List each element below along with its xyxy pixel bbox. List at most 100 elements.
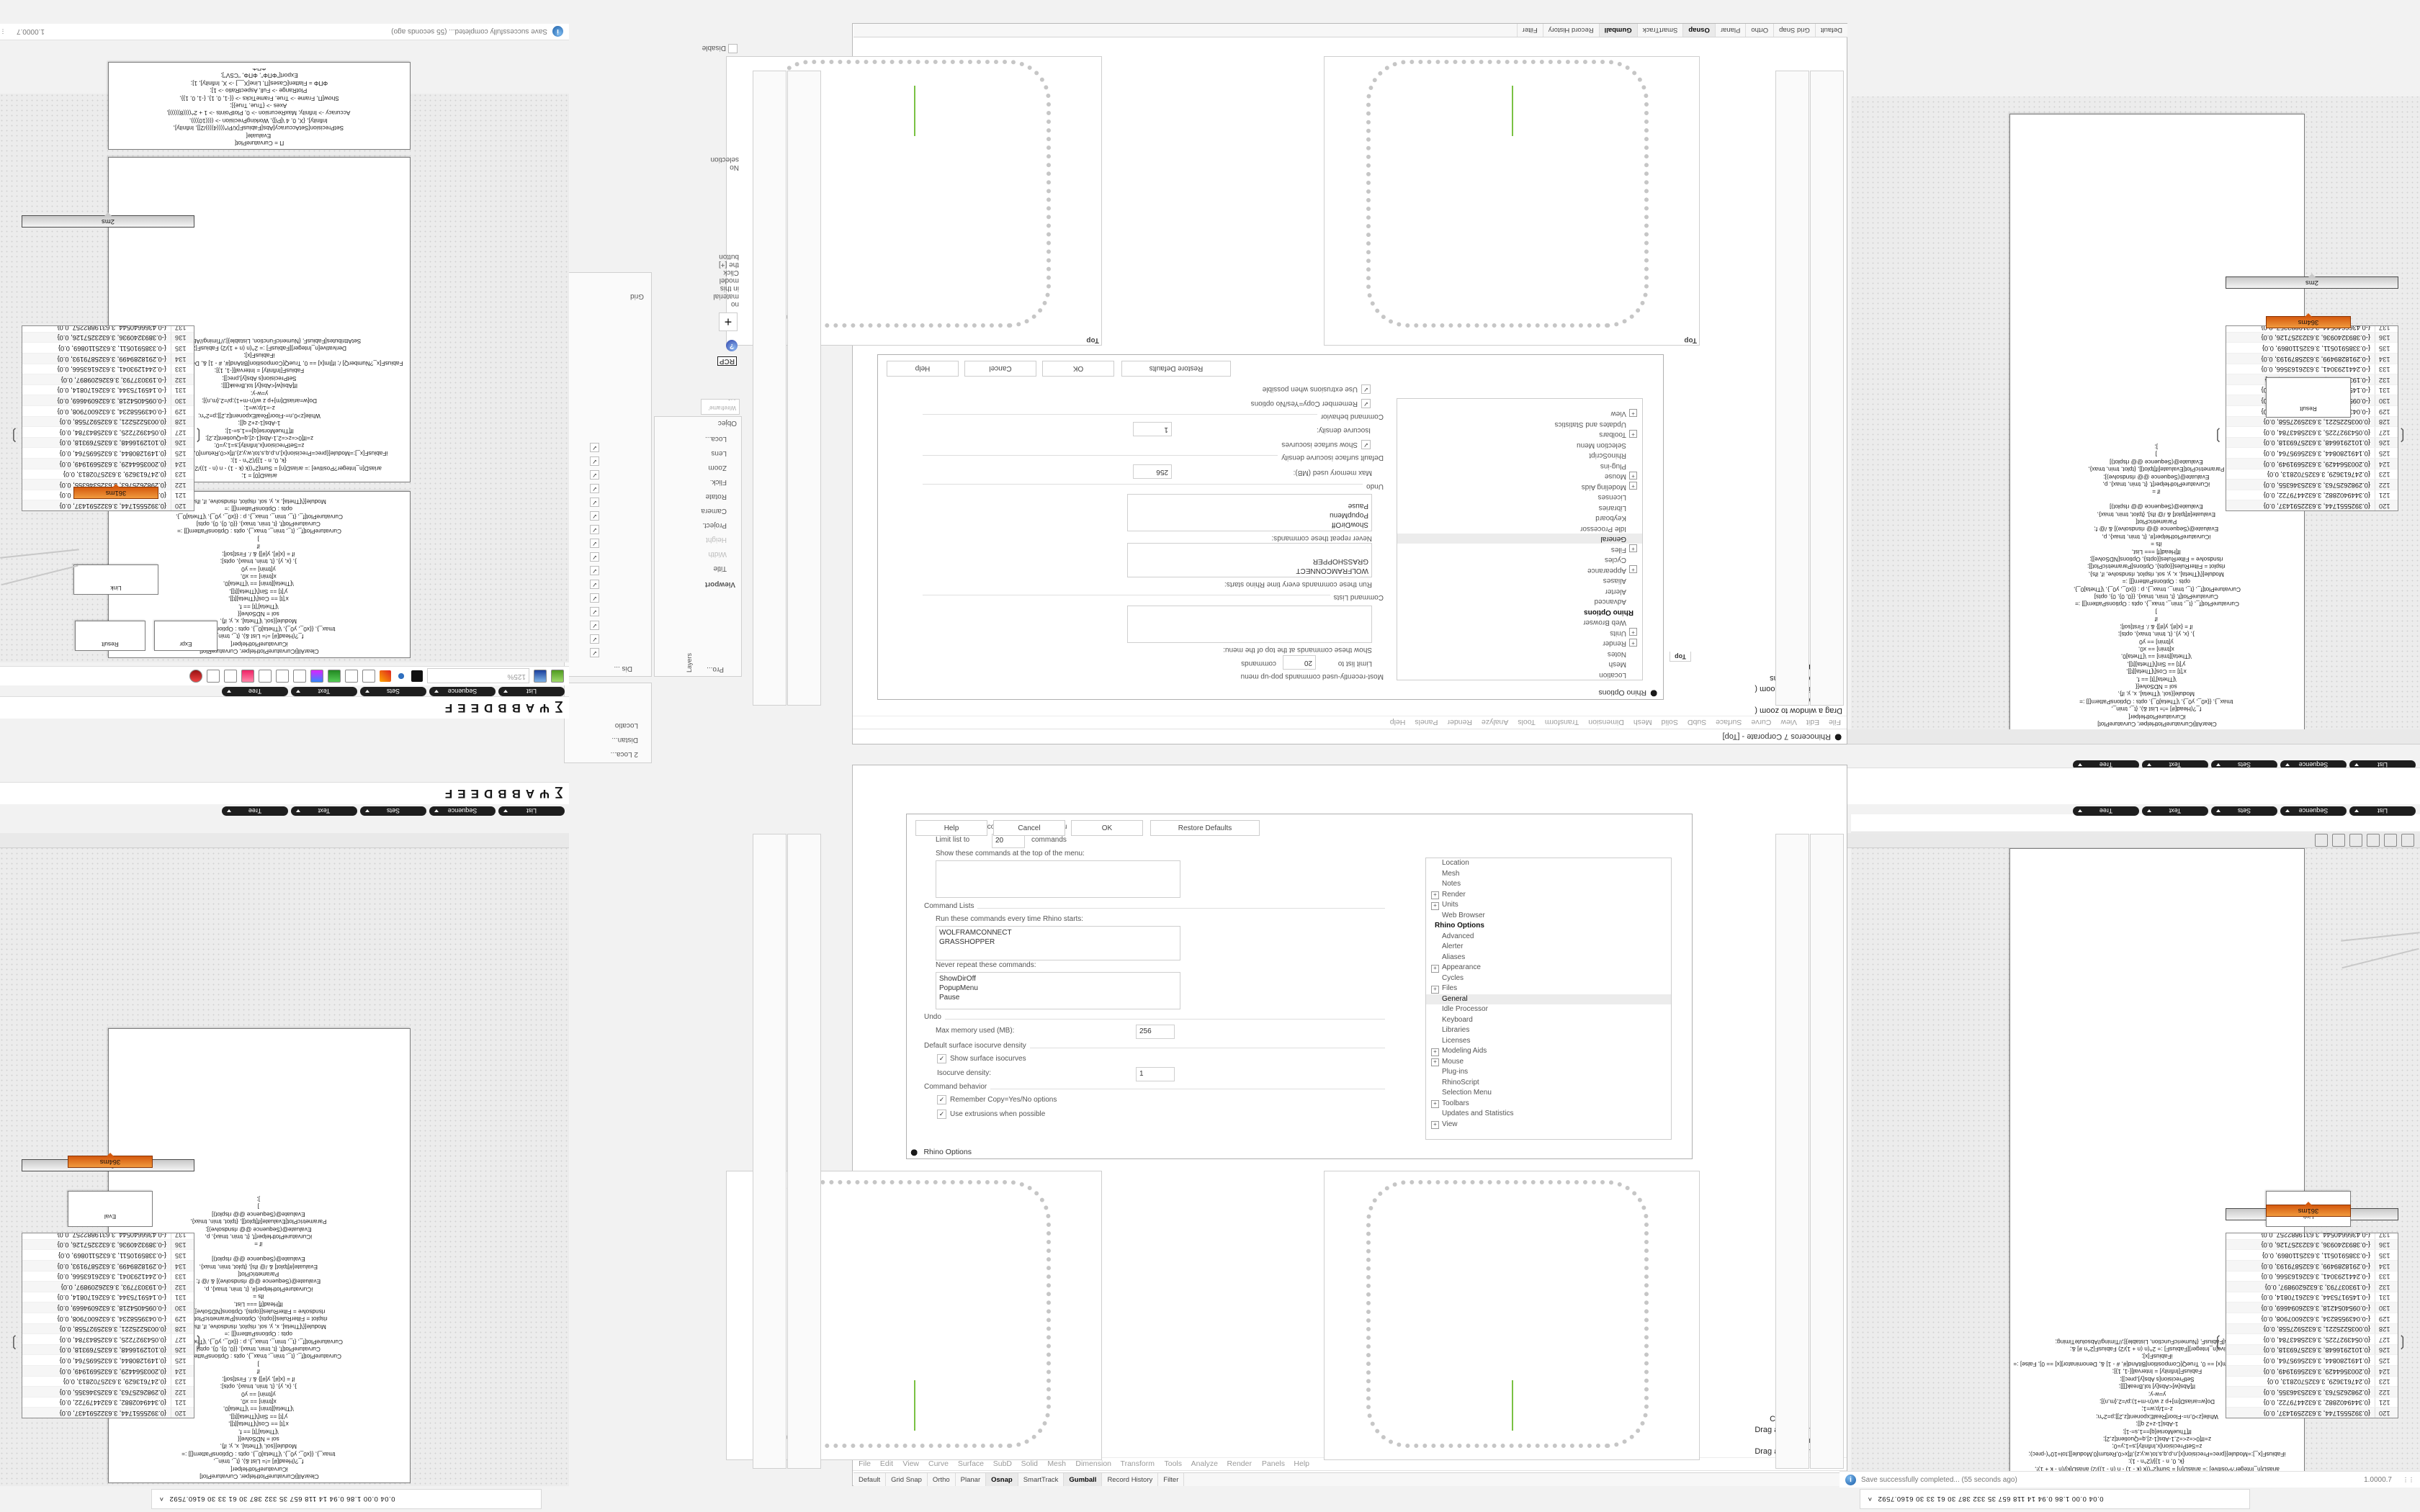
expand-plus-icon[interactable]: + bbox=[1431, 985, 1439, 994]
gh-component-icon[interactable]: Ψ bbox=[539, 701, 550, 715]
loc-item-1[interactable]: Distan... bbox=[611, 736, 638, 744]
options-tree-item-view[interactable]: + View bbox=[1426, 1120, 1671, 1130]
table-row[interactable]: 133 {-0.2441293041, 3.6326163566, 0.0} bbox=[2226, 1270, 2398, 1282]
gh-preview-eye-icon[interactable] bbox=[395, 670, 407, 682]
restore-defaults-button[interactable]: Restore Defaults bbox=[1150, 820, 1260, 836]
options-tree-item-updates-and-statistics[interactable]: Updates and Statistics bbox=[1397, 419, 1642, 430]
cancel-button[interactable]: Cancel bbox=[993, 820, 1065, 836]
use-extrusions-checkbox[interactable]: ✓ bbox=[937, 1110, 946, 1119]
show-top-input[interactable] bbox=[936, 860, 1180, 898]
gh-component-icon[interactable]: ∑ bbox=[554, 701, 563, 715]
table-row[interactable]: 126 {0.1012916648, 3.6325769318, 0.0} bbox=[2226, 1344, 2398, 1355]
limit-list-input[interactable]: 20 bbox=[992, 834, 1025, 848]
table-row[interactable]: 135 {-0.3385910511, 3.6325110869, 0.0} bbox=[2226, 342, 2398, 354]
properties-height-field[interactable]: Height bbox=[706, 536, 727, 544]
table-row[interactable]: 127 {0.0543927225, 3.6325843784, 0.0} bbox=[2226, 1333, 2398, 1344]
options-tree-item-files[interactable]: + Files bbox=[1397, 544, 1642, 555]
table-row[interactable]: 124 {0.2003564429, 3.6325691949, 0.0} bbox=[22, 1365, 194, 1376]
gh-cap-orange-c[interactable]: 364ms bbox=[68, 1156, 153, 1168]
options-tree-item-location[interactable]: Location bbox=[1397, 670, 1642, 680]
gh-component-icon[interactable]: Ψ bbox=[539, 787, 550, 801]
menu-item-file[interactable]: File bbox=[1829, 718, 1841, 727]
help-icon[interactable]: ? bbox=[726, 340, 738, 351]
options-tree-item-mesh[interactable]: Mesh bbox=[1397, 659, 1642, 670]
table-row[interactable]: 121 {0.3449402882, 3.6324479722, 0.0} bbox=[2226, 489, 2398, 500]
gh-red-icon[interactable] bbox=[189, 670, 202, 683]
show-top-input-2[interactable] bbox=[1127, 606, 1372, 643]
gh-toolbar-right[interactable]: 125% bbox=[0, 666, 569, 685]
ok-button[interactable]: OK bbox=[1071, 820, 1143, 836]
gh-component-icon[interactable]: E bbox=[470, 701, 479, 715]
expand-plus-icon[interactable]: + bbox=[1629, 472, 1637, 480]
menu-item-render[interactable]: Render bbox=[1227, 1459, 1252, 1469]
gh-panel-link-d[interactable]: Link bbox=[73, 564, 158, 595]
options-tree-item-units[interactable]: + Units bbox=[1397, 628, 1642, 639]
status-planar-2[interactable]: Planar bbox=[955, 1473, 987, 1486]
menu-item-solid[interactable]: Solid bbox=[1661, 718, 1678, 727]
options-tree-item-general[interactable]: General bbox=[1397, 534, 1642, 544]
isocurve-density-input-2[interactable]: 1 bbox=[1133, 422, 1172, 436]
restore-defaults-button-2[interactable]: Restore Defaults bbox=[1121, 361, 1231, 377]
rhino-menubar-bottom[interactable]: File Edit View Curve Surface SubD Solid Mesh Dim… bbox=[853, 716, 1847, 729]
status-grid-snap-2[interactable]: Grid Snap bbox=[886, 1473, 928, 1486]
viewport-tab-top[interactable]: Top bbox=[1670, 652, 1691, 662]
menu-item-transform[interactable]: Transform bbox=[1120, 1459, 1155, 1469]
options-tree-item-plug-ins[interactable]: Plug-ins bbox=[1397, 461, 1642, 472]
table-row[interactable]: 133 {-0.2441293041, 3.6326163566, 0.0} bbox=[22, 363, 194, 374]
gh-loop-icon[interactable] bbox=[310, 670, 323, 683]
display-checkbox[interactable]: ✓ bbox=[590, 566, 599, 575]
gh-component-tabs-c[interactable]: List Sequence Sets Text Tree bbox=[0, 806, 569, 816]
options-tree-item-mesh[interactable]: Mesh bbox=[1426, 869, 1671, 880]
gh-cap-table-d[interactable]: 2ms bbox=[22, 215, 194, 228]
use-extrusions-checkbox-2[interactable]: ✓ bbox=[1361, 384, 1371, 394]
rhino-statusbar-top[interactable]: Default Grid Snap Ortho Planar Osnap Sma… bbox=[853, 1472, 1847, 1486]
gh-icon-a2[interactable] bbox=[2384, 834, 2397, 847]
table-row[interactable]: 134 {-0.2918289499, 3.6325879193, 0.0} bbox=[22, 1260, 194, 1271]
display-checkbox[interactable]: ✓ bbox=[590, 525, 599, 534]
rhino-side-panel-right-top[interactable] bbox=[787, 834, 821, 1469]
gh-cap-left-orange-b[interactable]: 364ms bbox=[2266, 316, 2351, 328]
display-checkbox[interactable]: ✓ bbox=[590, 580, 599, 589]
add-material-button[interactable]: + bbox=[719, 312, 738, 331]
gh-tab-list-c[interactable]: List bbox=[498, 806, 565, 816]
options-tree-item-toolbars[interactable]: + Toolbars bbox=[1397, 429, 1642, 440]
display-panel-tab-label[interactable]: Dis ... bbox=[614, 665, 632, 672]
table-row[interactable]: 124 {0.2003564429, 3.6325691949, 0.0} bbox=[2226, 458, 2398, 469]
options-tree-item-rhino-options[interactable]: Rhino Options bbox=[1397, 607, 1642, 618]
options-tree-item-web-browser[interactable]: Web Browser bbox=[1397, 617, 1642, 628]
help-button[interactable]: Help bbox=[915, 820, 987, 836]
display-checkbox[interactable]: ✓ bbox=[590, 498, 599, 507]
expand-plus-icon[interactable]: + bbox=[1629, 544, 1637, 553]
expand-plus-icon[interactable]: + bbox=[1431, 891, 1439, 899]
table-row[interactable]: 127 {0.0543927225, 3.6325843784, 0.0} bbox=[22, 426, 194, 437]
table-row[interactable]: 136 {-0.3893240936, 3.6323257126, 0.0} bbox=[2226, 331, 2398, 343]
options-tree-item-libraries[interactable]: Libraries bbox=[1426, 1025, 1671, 1036]
menu-item-analyze[interactable]: Analyze bbox=[1191, 1459, 1219, 1469]
options-tree-item-web-browser[interactable]: Web Browser bbox=[1426, 911, 1671, 922]
properties-zoom-field[interactable]: Zoom bbox=[708, 464, 727, 472]
gh-cap-link-a[interactable]: 361ms bbox=[2266, 1205, 2351, 1217]
menu-item-mesh[interactable]: Mesh bbox=[1633, 718, 1652, 727]
table-row[interactable]: 125 {0.1491280844, 3.6325695764, 0.0} bbox=[2226, 447, 2398, 459]
table-row[interactable]: 122 {0.2982625763, 3.6325346355, 0.0} bbox=[2226, 1386, 2398, 1397]
status-gumball[interactable]: Gumball bbox=[1598, 24, 1637, 37]
gh-component-tabs-d[interactable]: List Sequence Sets Text Tree bbox=[0, 686, 569, 697]
options-tree-item-advanced[interactable]: Advanced bbox=[1426, 932, 1671, 942]
table-row[interactable]: 136 {-0.3893240936, 3.6323257126, 0.0} bbox=[22, 331, 194, 343]
table-row[interactable]: 122 {0.2982625763, 3.6325346355, 0.0} bbox=[2226, 479, 2398, 490]
gh-component-icon[interactable]: A bbox=[525, 787, 535, 801]
menu-item-surface[interactable]: Surface bbox=[1716, 718, 1742, 727]
table-row[interactable]: 129 {-0.0439558234, 3.6326007908, 0.0} bbox=[22, 405, 194, 416]
gh-prism-icon[interactable] bbox=[207, 670, 220, 683]
options-tree-item-keyboard[interactable]: Keyboard bbox=[1426, 1015, 1671, 1026]
menu-item-transform[interactable]: Transform bbox=[1544, 718, 1579, 727]
isocurve-density-input[interactable]: 1 bbox=[1136, 1067, 1175, 1081]
menu-item-curve[interactable]: Curve bbox=[1751, 718, 1772, 727]
table-row[interactable]: 128 {0.0035225221, 3.6325927558, 0.0} bbox=[2226, 1323, 2398, 1334]
gh-panel-expr-d[interactable]: Expr bbox=[154, 621, 218, 651]
table-row[interactable]: 123 {0.247613629, 3.6325702813, 0.0} bbox=[22, 1375, 194, 1387]
gh-save-icon[interactable] bbox=[534, 670, 547, 683]
gh-tab-text-d[interactable]: Text bbox=[291, 687, 357, 696]
table-row[interactable]: 135 {-0.3385910511, 3.6325110869, 0.0} bbox=[22, 342, 194, 354]
gh-component-icon[interactable]: B bbox=[498, 701, 507, 715]
